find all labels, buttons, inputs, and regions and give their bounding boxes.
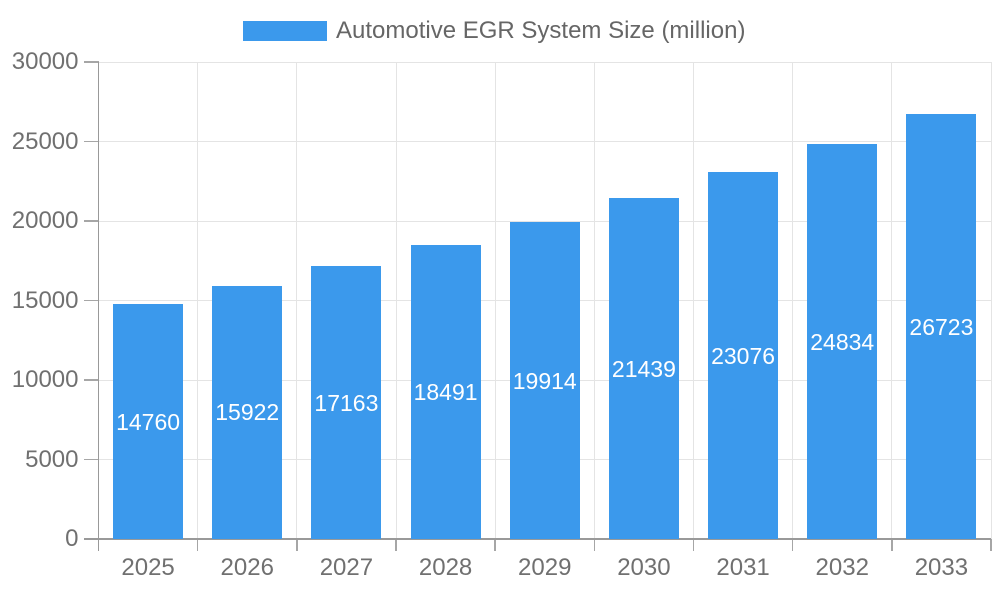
x-tick-label: 2026 [220, 554, 274, 581]
y-axis-tick [83, 220, 99, 222]
x-gridline [593, 62, 595, 539]
x-axis-tick [296, 539, 298, 551]
legend-label: Automotive EGR System Size (million) [336, 17, 746, 44]
bar-value-label: 21439 [611, 355, 676, 382]
y-axis-tick [83, 61, 99, 63]
x-tick-label: 2029 [518, 554, 572, 581]
bar: 18491 [410, 244, 481, 539]
x-gridline [990, 62, 992, 539]
x-axis-tick [692, 539, 695, 551]
x-axis-tick [990, 539, 992, 551]
x-tick-label: 2028 [418, 554, 473, 581]
x-axis-tick [593, 539, 596, 551]
y-tick-label: 10000 [11, 366, 79, 393]
bar: 15922 [212, 285, 283, 539]
y-gridline [98, 61, 991, 63]
x-gridline [891, 62, 893, 539]
bar-value-label: 17163 [314, 389, 379, 416]
x-axis-tick [891, 539, 893, 551]
bar-value-label: 18491 [413, 378, 478, 405]
y-axis-line [97, 62, 100, 551]
y-tick-label: 20000 [11, 207, 79, 234]
y-axis-tick [83, 299, 99, 302]
bar: 26723 [906, 114, 977, 539]
bar-value-label: 26723 [909, 313, 974, 340]
y-gridline [98, 220, 991, 222]
x-tick-label: 2033 [914, 554, 969, 581]
y-tick-label: 25000 [11, 127, 79, 155]
y-axis-tick [83, 379, 99, 381]
bar: 21439 [608, 198, 679, 539]
y-tick-label: 5000 [25, 445, 79, 473]
legend-item[interactable]: Automotive EGR System Size (million) [243, 17, 745, 45]
y-axis-tick [83, 458, 99, 461]
x-gridline [395, 62, 397, 539]
bar: 23076 [708, 172, 779, 539]
bar-value-label: 14760 [116, 408, 181, 435]
x-gridline [494, 62, 496, 539]
x-tick-label: 2027 [319, 554, 374, 581]
x-axis-tick [196, 539, 199, 551]
bar: 19914 [509, 222, 580, 539]
x-tick-label: 2032 [815, 554, 869, 581]
y-gridline [98, 141, 991, 142]
x-gridline [693, 62, 694, 539]
bar-value-label: 24834 [810, 328, 875, 355]
x-axis-tick [494, 539, 496, 551]
bar-value-label: 19914 [512, 367, 577, 394]
x-tick-label: 2025 [121, 554, 175, 581]
bar-value-label: 23076 [711, 342, 776, 369]
x-gridline [296, 62, 298, 539]
x-axis-tick [395, 539, 397, 551]
bar: 14760 [113, 304, 184, 539]
x-axis-line [83, 538, 991, 540]
bar: 24834 [807, 144, 878, 539]
y-tick-label: 0 [65, 525, 79, 552]
y-axis-tick [83, 140, 99, 143]
x-tick-label: 2030 [617, 554, 671, 581]
y-tick-label: 15000 [11, 286, 79, 314]
legend-swatch-icon [243, 21, 327, 41]
y-tick-label: 30000 [11, 48, 79, 75]
bar-value-label: 15922 [215, 399, 280, 426]
x-axis-tick [791, 539, 794, 551]
bar: 17163 [311, 266, 382, 539]
x-tick-label: 2031 [716, 554, 770, 581]
x-gridline [197, 62, 199, 539]
x-gridline [792, 62, 794, 539]
